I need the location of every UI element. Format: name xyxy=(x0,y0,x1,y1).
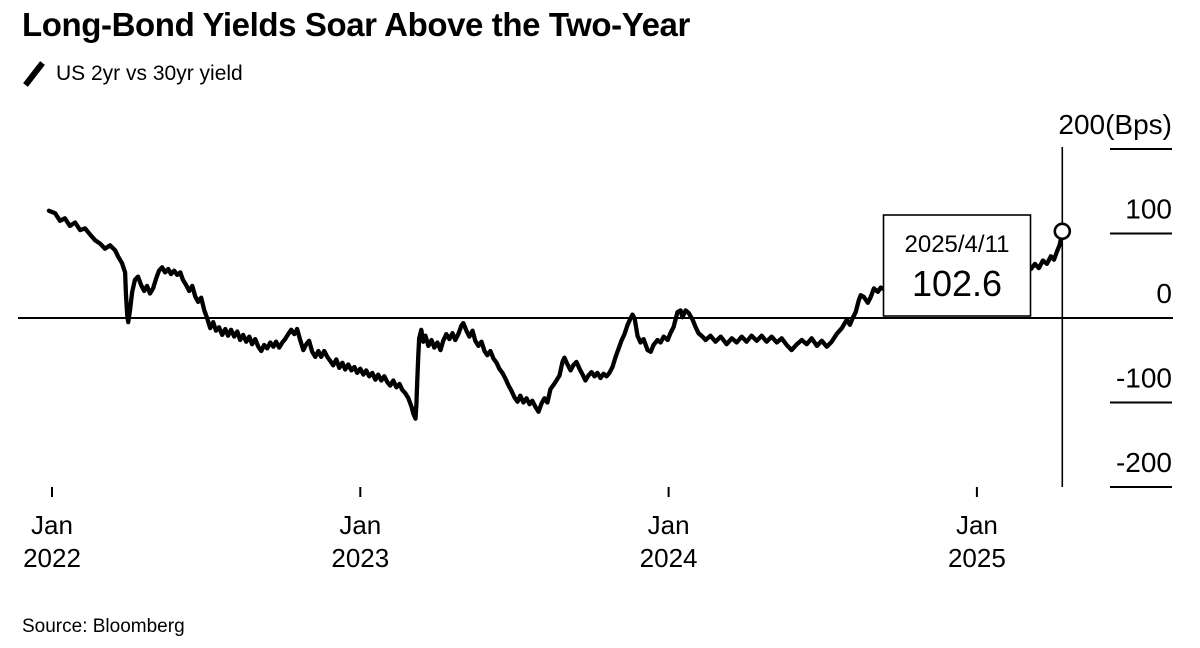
x-tick-month-label: Jan xyxy=(956,510,998,540)
page-title: Long-Bond Yields Soar Above the Two-Year xyxy=(22,6,690,43)
annotation-value: 102.6 xyxy=(912,263,1002,304)
y-tick-label: -100 xyxy=(1116,363,1172,394)
series-legend-label: US 2yr vs 30yr yield xyxy=(56,62,243,85)
x-tick-month-label: Jan xyxy=(31,510,73,540)
series-line xyxy=(46,208,1065,421)
x-tick-year-label: 2025 xyxy=(948,543,1006,573)
last-point-marker xyxy=(1053,222,1072,241)
axis-layer: 200(Bps)1000-100-200Jan2022Jan2023Jan202… xyxy=(23,109,1172,573)
y-tick-label: 0 xyxy=(1156,278,1172,309)
x-tick-year-label: 2024 xyxy=(640,543,698,573)
x-tick-year-label: 2022 xyxy=(23,543,81,573)
y-tick-label: 200(Bps) xyxy=(1058,109,1172,140)
annotation-date: 2025/4/11 xyxy=(905,231,1010,258)
y-tick-label: -200 xyxy=(1116,447,1172,478)
x-tick-year-label: 2023 xyxy=(331,543,389,573)
x-tick-month-label: Jan xyxy=(648,510,690,540)
annotation-box xyxy=(882,214,1032,317)
annotation-callout: 2025/4/11 102.6 xyxy=(882,214,1032,317)
chart-legend: US 2yr vs 30yr yield xyxy=(22,60,243,88)
y-tick-label: 100 xyxy=(1125,194,1172,225)
x-tick-month-label: Jan xyxy=(339,510,381,540)
source-note: Source: Bloomberg xyxy=(22,616,185,637)
slash-stroke-icon xyxy=(23,61,45,87)
